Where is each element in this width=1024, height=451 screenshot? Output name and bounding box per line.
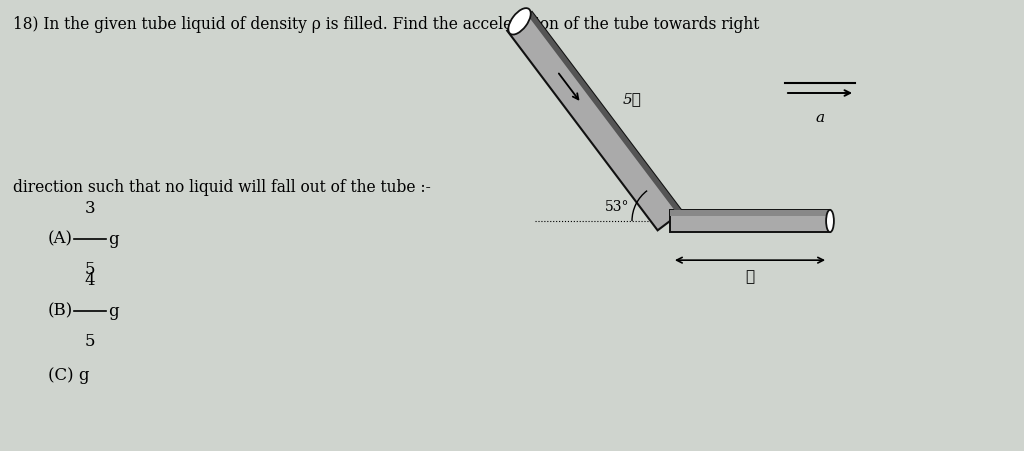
Text: 18) In the given tube liquid of density ρ is filled. Find the acceleration of th: 18) In the given tube liquid of density …	[13, 16, 760, 33]
Ellipse shape	[826, 210, 834, 232]
Text: g: g	[108, 230, 119, 248]
Text: 3: 3	[85, 200, 95, 217]
Text: 5: 5	[85, 261, 95, 278]
Text: a: a	[815, 111, 824, 125]
Text: 5ℓ: 5ℓ	[623, 92, 642, 106]
Text: 4: 4	[85, 272, 95, 289]
Text: (C) g: (C) g	[48, 368, 89, 385]
Text: g: g	[108, 303, 119, 319]
Text: 5: 5	[85, 333, 95, 350]
Text: 53°: 53°	[605, 200, 630, 214]
Text: direction such that no liquid will fall out of the tube :-: direction such that no liquid will fall …	[13, 179, 431, 196]
Text: (B): (B)	[48, 303, 74, 319]
Ellipse shape	[508, 8, 530, 35]
Polygon shape	[527, 12, 682, 215]
Text: (A): (A)	[48, 230, 73, 248]
Bar	[670, 210, 830, 216]
Text: ℓ: ℓ	[745, 270, 755, 284]
Polygon shape	[507, 12, 682, 230]
Bar	[670, 210, 830, 232]
